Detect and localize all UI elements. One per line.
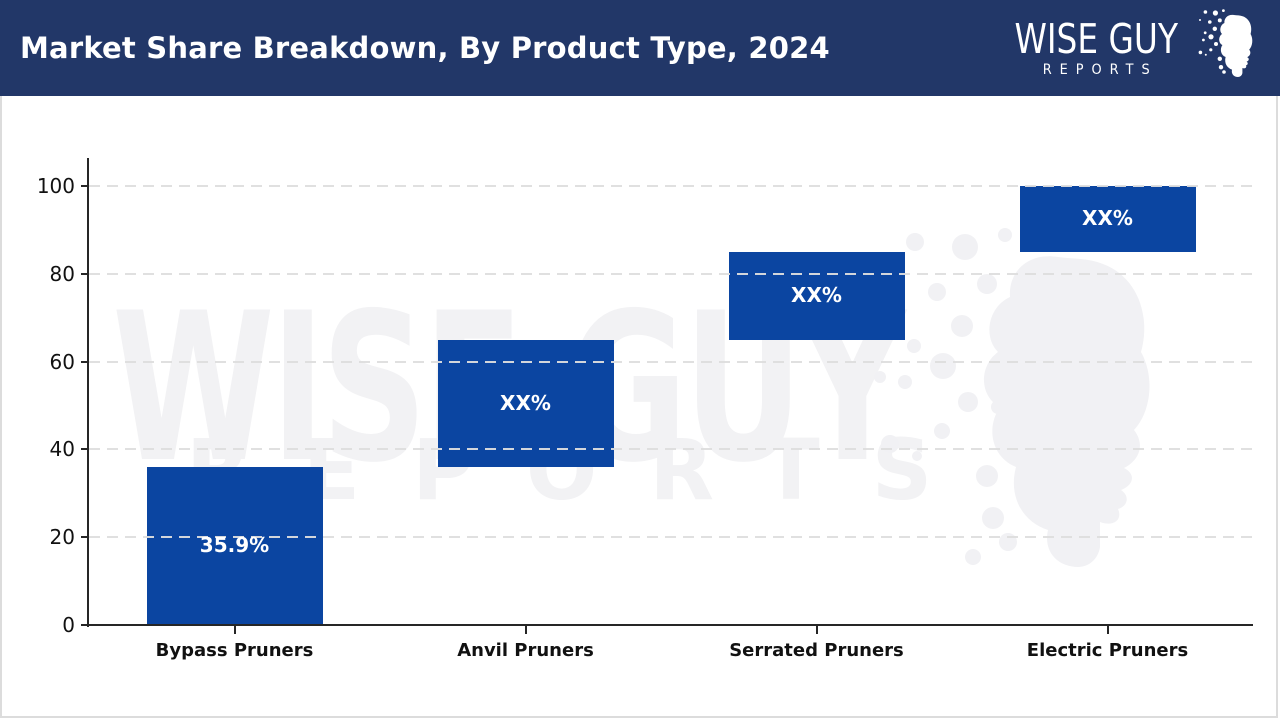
- y-tick-label: 20: [49, 525, 75, 550]
- x-category-label: Electric Pruners: [1026, 640, 1189, 661]
- logo-wiseguy-text: WISE GUY: [1014, 14, 1178, 63]
- bar-segment: [146, 467, 323, 625]
- x-category-label: Anvil Pruners: [457, 640, 594, 661]
- bar-value-label: XX%: [791, 282, 842, 307]
- bar-segment: [1019, 186, 1196, 252]
- logo-text: WISE GUY REPORTS: [994, 14, 1198, 78]
- header-bar: Market Share Breakdown, By Product Type,…: [0, 0, 1280, 96]
- y-tick-label: 0: [62, 613, 75, 637]
- y-tick-label: 40: [49, 437, 75, 462]
- gridline: [89, 272, 1253, 275]
- bar-value-label: XX%: [500, 390, 551, 415]
- gridline: [89, 360, 1253, 363]
- y-axis-tick: [81, 536, 88, 539]
- gridline: [89, 448, 1253, 451]
- x-axis-tick: [815, 626, 818, 634]
- x-axis-tick: [233, 626, 236, 634]
- y-axis-tick: [81, 624, 88, 626]
- y-axis-tick: [81, 448, 88, 451]
- y-tick-label: 100: [36, 174, 75, 198]
- x-category-label: Bypass Pruners: [155, 640, 314, 661]
- x-axis-tick: [524, 626, 527, 634]
- y-axis-tick: [81, 272, 88, 275]
- chart-title: Market Share Breakdown, By Product Type,…: [20, 31, 830, 65]
- bar-value-label: 35.9%: [199, 533, 270, 558]
- bar-segment: [728, 251, 905, 340]
- bar-value-label: XX%: [1082, 205, 1133, 230]
- y-axis-tick: [81, 185, 88, 187]
- gridline: [89, 185, 1253, 187]
- y-axis-tick: [81, 360, 88, 363]
- logo-reports-text: REPORTS: [1042, 61, 1158, 78]
- y-axis-line: [87, 158, 89, 627]
- watermark-head-icon: [874, 228, 1150, 567]
- gridline: [89, 536, 1253, 539]
- y-tick-label: 80: [49, 261, 75, 286]
- x-category-label: Serrated Pruners: [729, 640, 904, 661]
- y-tick-label: 60: [49, 349, 75, 374]
- logo-head-icon: [1198, 9, 1253, 77]
- wise-guy-logo: WISE GUY REPORTS: [994, 8, 1262, 88]
- x-axis-line: [87, 624, 1253, 626]
- x-axis-tick: [1106, 626, 1109, 634]
